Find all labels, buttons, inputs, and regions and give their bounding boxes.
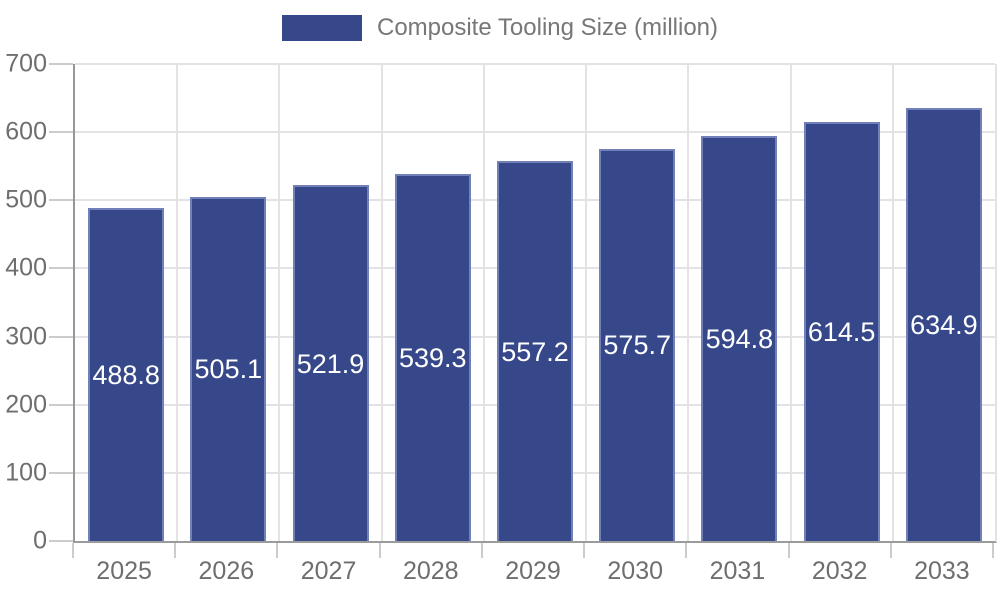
bar-value-label: 521.9 <box>296 348 365 379</box>
bar-slot: 557.2 <box>484 64 586 541</box>
bar-slot: 575.7 <box>586 64 688 541</box>
x-tick-label: 2031 <box>709 557 766 585</box>
x-tick-label: 2028 <box>402 557 459 585</box>
x-tick-mark <box>276 543 279 558</box>
bar-value-label: 634.9 <box>910 310 978 341</box>
x-axis-labels: 2025 2026 2027 2028 2029 2030 2031 2032 2033 <box>73 557 993 592</box>
y-tick-label: 300 <box>5 322 47 351</box>
y-tick-label: 400 <box>5 253 47 282</box>
bar-slot: 505.1 <box>177 64 279 541</box>
y-tick-mark <box>49 199 73 202</box>
v-gridline <box>482 64 485 541</box>
v-gridline <box>891 64 894 541</box>
x-tick-label: 2033 <box>914 557 970 585</box>
x-tick-label: 2029 <box>505 557 561 585</box>
x-tick-label: 2030 <box>607 557 664 585</box>
y-tick-mark <box>49 131 73 134</box>
bar: 614.5 <box>803 122 880 541</box>
bar: 557.2 <box>496 161 573 541</box>
y-tick-mark <box>49 267 73 270</box>
legend-swatch <box>281 15 362 41</box>
bar-value-label: 488.8 <box>92 359 160 390</box>
x-tick-label: 2027 <box>300 557 357 585</box>
y-tick-label: 200 <box>5 390 47 419</box>
y-tick-label: 700 <box>5 49 47 78</box>
bar-slot: 614.5 <box>791 64 893 541</box>
bar: 594.8 <box>701 135 778 541</box>
bar-value-label: 505.1 <box>194 354 263 385</box>
v-gridline <box>278 64 281 541</box>
x-tick-mark <box>378 543 381 558</box>
bar: 505.1 <box>190 196 267 541</box>
h-gridline <box>75 131 995 134</box>
x-tick-mark <box>685 543 688 558</box>
x-tick-mark <box>72 543 74 558</box>
bar: 634.9 <box>905 108 982 541</box>
y-tick-label: 100 <box>5 458 47 487</box>
bar: 488.8 <box>88 207 165 541</box>
bars-container: 488.8 505.1 521.9 539.3 557.2 575.7 594.8 614.5… <box>75 64 995 541</box>
bar-slot: 539.3 <box>382 64 484 541</box>
y-tick-label: 500 <box>5 185 47 214</box>
v-gridline <box>176 64 179 541</box>
x-tick-mark <box>480 543 483 558</box>
y-tick-label: 0 <box>33 526 47 555</box>
x-tick-mark <box>992 543 994 558</box>
bar-value-label: 614.5 <box>807 317 876 348</box>
y-tick-mark <box>49 540 73 542</box>
y-tick-mark <box>49 471 73 474</box>
plot-area: 488.8 505.1 521.9 539.3 557.2 575.7 594.8 614.5… <box>73 63 997 543</box>
v-gridline <box>687 64 690 541</box>
v-gridline <box>380 64 383 541</box>
y-tick-mark <box>49 335 73 338</box>
bar-slot: 594.8 <box>688 64 790 541</box>
bar-slot: 521.9 <box>279 64 381 541</box>
x-tick-mark <box>583 543 586 558</box>
bar-value-label: 539.3 <box>398 342 467 373</box>
x-tick-label: 2025 <box>96 557 152 585</box>
y-tick-mark <box>49 63 73 65</box>
x-axis-ticks <box>72 543 994 558</box>
x-tick-label: 2032 <box>811 557 868 585</box>
bar-slot: 488.8 <box>75 64 177 541</box>
x-tick-mark <box>174 543 177 558</box>
y-axis-ticks <box>49 63 73 542</box>
x-tick-label: 2026 <box>198 557 255 585</box>
bar: 521.9 <box>292 185 369 541</box>
bar: 539.3 <box>394 173 471 541</box>
bar-value-label: 594.8 <box>705 323 774 354</box>
bar: 575.7 <box>599 148 676 541</box>
x-tick-mark <box>787 543 790 558</box>
y-tick-mark <box>49 403 73 406</box>
v-gridline <box>789 64 792 541</box>
h-gridline <box>75 63 995 65</box>
x-tick-mark <box>889 543 892 558</box>
bar-slot: 634.9 <box>893 64 995 541</box>
bar-value-label: 575.7 <box>603 330 671 361</box>
y-axis-labels: 0 100 200 300 400 500 600 700 <box>0 51 47 553</box>
y-tick-label: 600 <box>5 117 47 146</box>
bar-value-label: 557.2 <box>501 336 569 367</box>
legend-label: Composite Tooling Size (million) <box>376 14 719 41</box>
v-gridline <box>585 64 588 541</box>
chart-legend: Composite Tooling Size (million) <box>0 14 1000 42</box>
